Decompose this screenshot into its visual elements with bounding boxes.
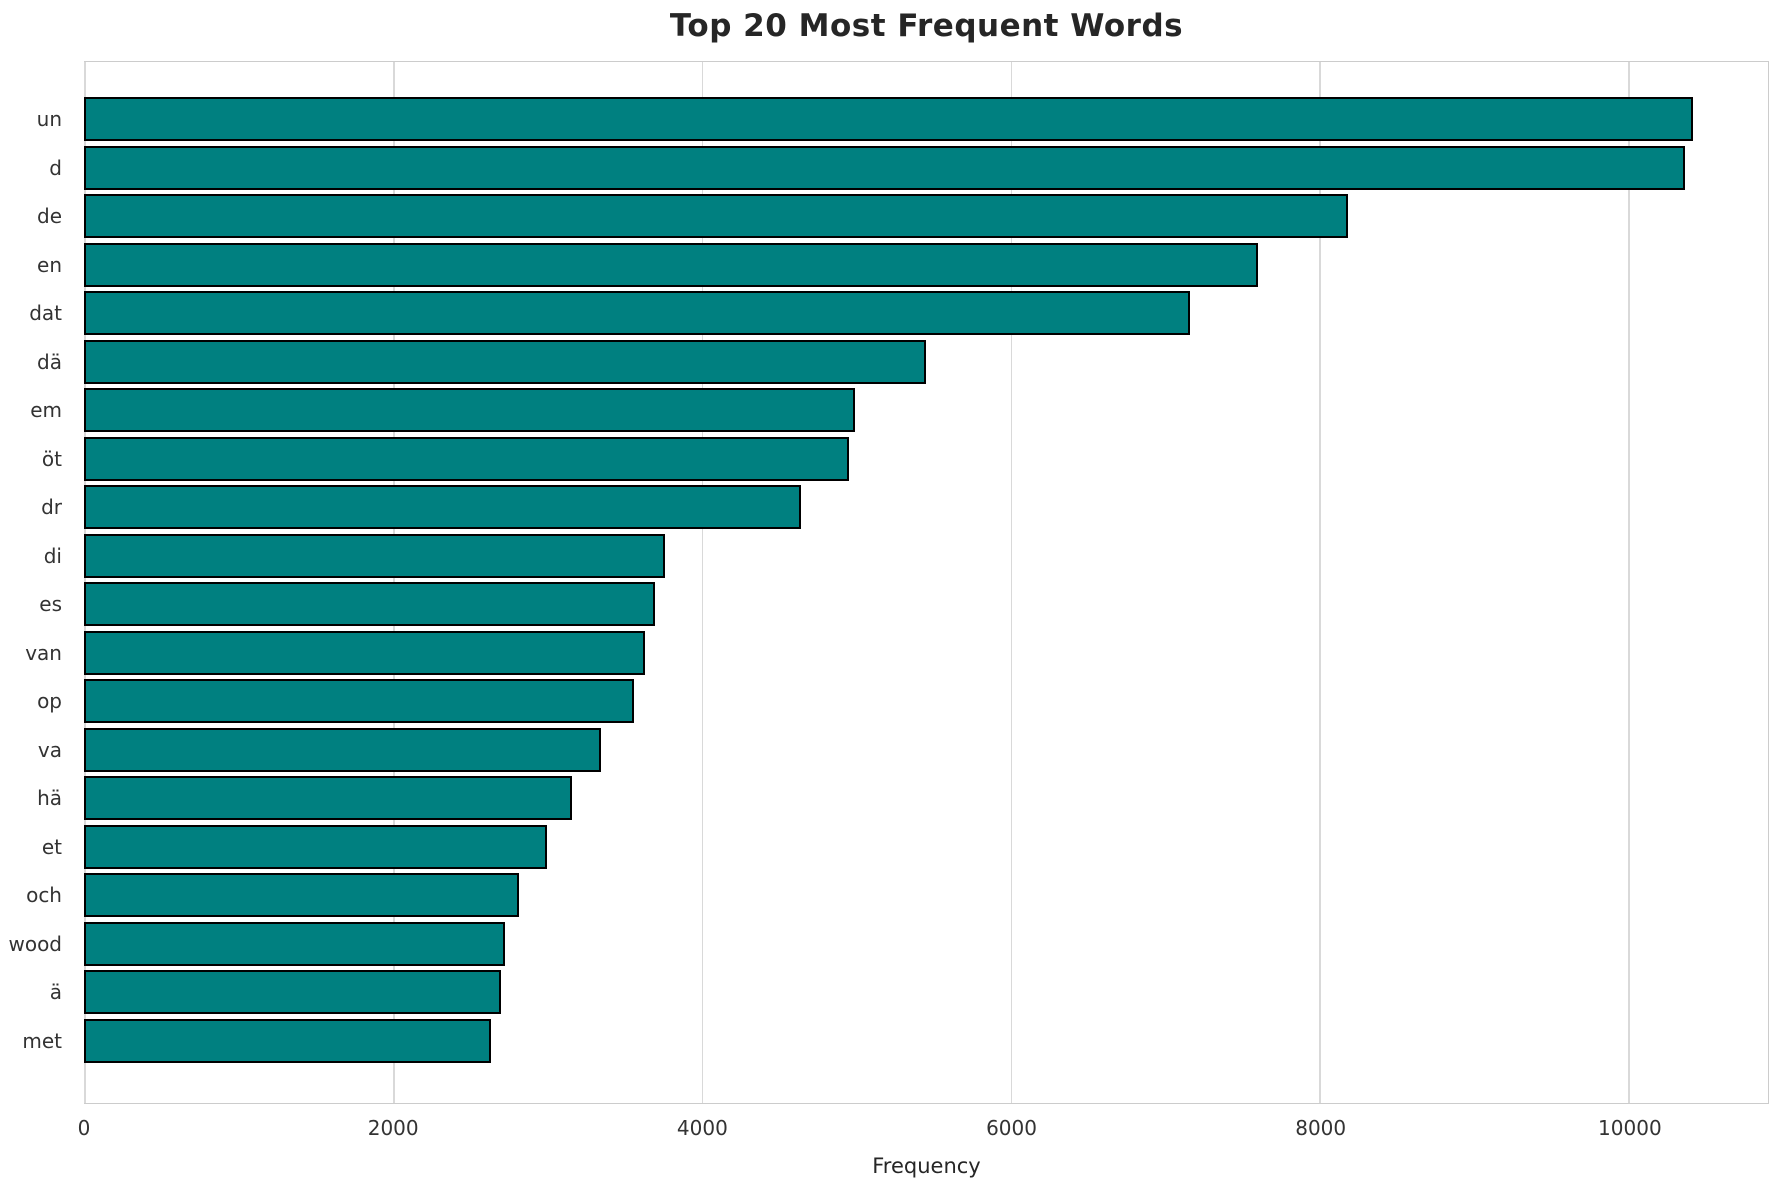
gridline-x-6000 <box>1010 62 1013 1103</box>
bar-row: dä <box>37 339 1769 384</box>
y-tick-label: et <box>41 834 62 859</box>
y-tick-label: wood <box>8 931 62 956</box>
bar-en <box>84 242 1259 287</box>
x-axis-label: Frequency <box>872 1154 981 1178</box>
bar-row: van <box>25 630 1769 675</box>
bar-row: un <box>37 97 1769 141</box>
bars-container: un d de en dat dä em öt dr di es van op va hä et och wood… <box>8 61 1769 1104</box>
bar-row: dr <box>41 485 1769 530</box>
x-tick-label: 8000 <box>1295 1116 1347 1140</box>
bar-row: di <box>44 533 1769 578</box>
bar-row: och <box>26 873 1769 918</box>
bar-et <box>84 824 548 869</box>
bar-op <box>84 679 634 724</box>
bar-de <box>84 194 1348 239</box>
bar-d <box>84 145 1685 190</box>
bar-row: op <box>37 679 1769 724</box>
y-tick-label: op <box>37 689 62 714</box>
y-tick-label: d <box>49 155 62 180</box>
bar-es <box>84 582 656 627</box>
bar-row: wood <box>8 921 1769 966</box>
y-tick-label: es <box>39 592 62 617</box>
y-tick-label: dä <box>37 349 62 374</box>
bar-och <box>84 873 520 918</box>
bar-row: hä <box>37 776 1769 821</box>
y-tick-label: em <box>30 398 62 423</box>
x-tick-label: 10000 <box>1598 1116 1662 1140</box>
bar-row: et <box>42 824 1769 869</box>
bar-row: öt <box>42 436 1769 481</box>
y-tick-label: dat <box>29 301 62 326</box>
bar-öt <box>84 436 849 481</box>
bar-dr <box>84 485 801 530</box>
bar-row: es <box>39 582 1769 627</box>
x-axis: 0 2000 4000 6000 8000 10000 <box>78 1116 1769 1144</box>
bar-un <box>84 97 1693 141</box>
y-tick-label: dr <box>41 495 62 520</box>
y-tick-label: di <box>43 543 62 568</box>
bar-row: ä <box>50 970 1769 1015</box>
x-tick-label: 2000 <box>367 1116 419 1140</box>
bar-row: va <box>38 727 1769 772</box>
bar-va <box>84 727 602 772</box>
y-tick-label: va <box>37 737 62 762</box>
y-tick-label: öt <box>41 446 62 471</box>
y-tick-label: van <box>25 640 62 665</box>
bar-wood <box>84 921 506 966</box>
bar-ä <box>84 970 501 1015</box>
gridline-x-10000 <box>1628 62 1630 1103</box>
y-tick-label: och <box>26 883 62 908</box>
y-tick-label: en <box>37 252 62 277</box>
y-tick-label: met <box>22 1028 62 1053</box>
bar-hä <box>84 776 572 821</box>
bar-row: met <box>22 1018 1769 1063</box>
y-tick-label: un <box>36 107 62 131</box>
gridline-x-8000 <box>1319 62 1321 1103</box>
y-tick-label: de <box>37 204 62 229</box>
bar-di <box>84 533 665 578</box>
bar-row: d <box>49 145 1769 190</box>
bar-em <box>84 388 855 433</box>
x-tick-label: 0 <box>77 1116 91 1140</box>
gridline-x-4000 <box>701 62 704 1103</box>
bar-dä <box>84 339 926 384</box>
bar-row: dat <box>29 291 1769 336</box>
x-tick-label: 6000 <box>986 1116 1037 1140</box>
chart-title: Top 20 Most Frequent Words <box>669 8 1184 44</box>
bar-met <box>84 1018 492 1063</box>
x-tick-label: 4000 <box>676 1116 728 1140</box>
bar-row: de <box>37 194 1769 239</box>
bar-dat <box>84 291 1191 336</box>
bar-van <box>84 630 645 675</box>
bar-row: em <box>30 388 1769 433</box>
y-tick-label: ä <box>49 980 62 1005</box>
bar-row: en <box>37 242 1769 287</box>
y-tick-label: hä <box>37 786 62 811</box>
